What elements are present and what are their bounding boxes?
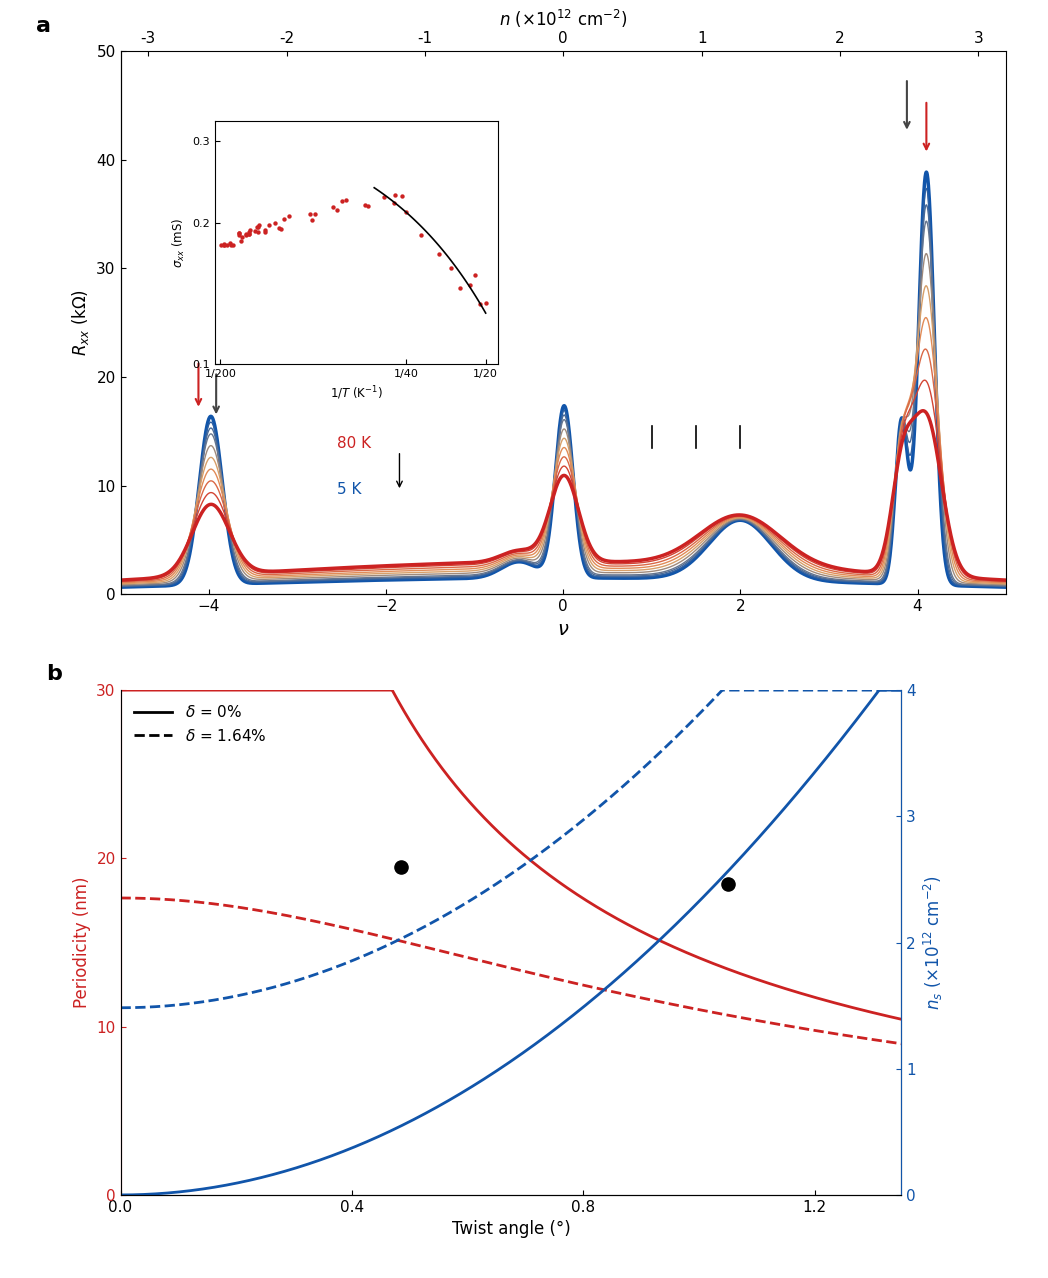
Point bbox=[307, 203, 324, 224]
Point bbox=[393, 856, 410, 877]
Point bbox=[719, 873, 736, 893]
Point bbox=[272, 219, 289, 239]
Text: b: b bbox=[46, 665, 62, 684]
Point bbox=[337, 190, 354, 211]
Point bbox=[267, 212, 284, 233]
X-axis label: $n$ ($\times$10$^{12}$ cm$^{-2}$): $n$ ($\times$10$^{12}$ cm$^{-2}$) bbox=[499, 8, 628, 29]
Point bbox=[238, 225, 255, 245]
Point bbox=[240, 222, 257, 243]
Point bbox=[413, 225, 430, 245]
Point bbox=[387, 185, 403, 206]
Point bbox=[242, 220, 259, 240]
Point bbox=[325, 197, 342, 217]
Text: 80 K: 80 K bbox=[337, 436, 372, 451]
Point bbox=[302, 203, 319, 224]
Point bbox=[270, 217, 287, 238]
Point bbox=[461, 275, 478, 295]
Text: 5 K: 5 K bbox=[337, 482, 362, 497]
Point bbox=[231, 222, 247, 243]
Point bbox=[386, 193, 402, 213]
Point bbox=[375, 187, 392, 207]
Point bbox=[249, 222, 266, 243]
Point bbox=[219, 234, 236, 254]
Y-axis label: $R_{xx}$ (k$\Omega$): $R_{xx}$ (k$\Omega$) bbox=[70, 289, 91, 357]
Point bbox=[466, 265, 483, 285]
Point bbox=[261, 215, 278, 235]
Point bbox=[329, 199, 346, 220]
Legend: $\delta$ = 0%, $\delta$ = 1.64%: $\delta$ = 0%, $\delta$ = 1.64% bbox=[128, 698, 272, 750]
Point bbox=[246, 221, 263, 242]
Point bbox=[442, 258, 459, 279]
Point bbox=[241, 224, 258, 244]
Point bbox=[250, 215, 267, 235]
Point bbox=[477, 293, 494, 313]
Point bbox=[361, 196, 377, 216]
Point bbox=[222, 234, 239, 254]
Point bbox=[213, 234, 230, 254]
Point bbox=[394, 185, 411, 206]
Point bbox=[231, 224, 247, 244]
Point bbox=[216, 234, 233, 254]
Point bbox=[257, 220, 274, 240]
Point bbox=[240, 224, 257, 244]
Point bbox=[281, 206, 298, 226]
Point bbox=[431, 244, 447, 265]
Point bbox=[249, 216, 266, 236]
Point bbox=[397, 202, 414, 222]
Text: a: a bbox=[37, 17, 51, 36]
Point bbox=[303, 210, 320, 230]
X-axis label: $1/T$ (K$^{-1}$): $1/T$ (K$^{-1}$) bbox=[330, 385, 383, 403]
Point bbox=[472, 294, 488, 314]
X-axis label: Twist angle (°): Twist angle (°) bbox=[452, 1220, 570, 1238]
Point bbox=[224, 234, 241, 254]
Point bbox=[221, 233, 238, 253]
Point bbox=[216, 234, 233, 254]
Y-axis label: $\sigma_{xx}$ (mS): $\sigma_{xx}$ (mS) bbox=[171, 217, 187, 268]
Point bbox=[276, 208, 292, 229]
X-axis label: $\nu$: $\nu$ bbox=[558, 620, 569, 639]
Point bbox=[257, 222, 274, 243]
Point bbox=[356, 196, 373, 216]
Point bbox=[238, 224, 255, 244]
Point bbox=[232, 225, 248, 245]
Point bbox=[233, 226, 249, 247]
Y-axis label: Periodicity (nm): Periodicity (nm) bbox=[72, 877, 91, 1008]
Point bbox=[334, 190, 351, 211]
Point bbox=[452, 277, 468, 298]
Point bbox=[216, 234, 233, 254]
Y-axis label: $n_s$ ($\times$10$^{12}$ cm$^{-2}$): $n_s$ ($\times$10$^{12}$ cm$^{-2}$) bbox=[921, 875, 944, 1010]
Point bbox=[232, 230, 248, 250]
Point bbox=[249, 217, 266, 238]
